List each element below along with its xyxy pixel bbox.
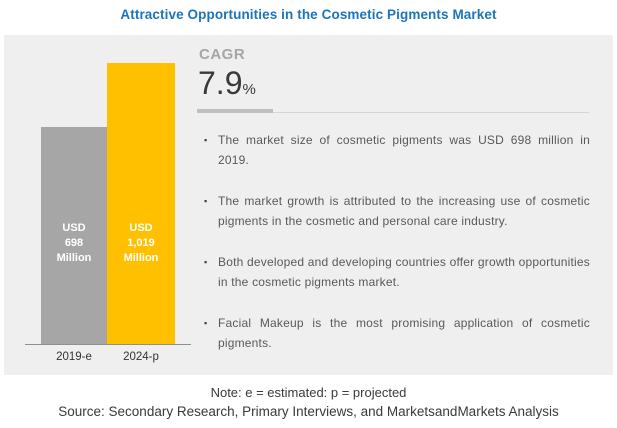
bar-value-line: USD (62, 222, 86, 234)
bar-value-line: Million (123, 252, 159, 264)
cagr-number: 7.9 (198, 65, 243, 101)
insight-item: ▪ The market growth is attributed to the… (197, 191, 590, 231)
cagr-label: CAGR (199, 46, 246, 63)
note-text: Note: e = estimated: p = projected (210, 385, 407, 400)
bar-2024 (107, 63, 175, 344)
bar-value-line: 1,019 (127, 237, 155, 249)
bullet-icon: ▪ (204, 318, 208, 328)
x-tick-2019: 2019-e (56, 351, 92, 363)
x-tick-2024: 2024-p (123, 351, 159, 363)
cagr-divider (197, 109, 589, 114)
insight-item: ▪ Facial Makeup is the most promising ap… (197, 313, 590, 353)
page-title: Attractive Opportunities in the Cosmetic… (120, 7, 497, 22)
insight-text: Both developed and developing countries … (218, 255, 590, 289)
bar-value-line: Million (56, 252, 92, 264)
insight-item: ▪ Both developed and developing countrie… (197, 252, 590, 292)
bullet-icon: ▪ (204, 257, 208, 267)
cagr-value: 7.9% (198, 66, 256, 100)
divider-line (197, 112, 589, 113)
insight-item: ▪ The market size of cosmetic pigments w… (197, 130, 590, 170)
x-axis-line (25, 344, 191, 345)
source-text: Source: Secondary Research, Primary Inte… (58, 404, 559, 419)
bar-value-label-2019: USD 698 Million (41, 221, 107, 266)
insight-text: The market growth is attributed to the i… (218, 194, 590, 228)
insight-text: The market size of cosmetic pigments was… (218, 133, 590, 167)
bar-value-line: 698 (64, 237, 84, 249)
bar-value-label-2024: USD 1,019 Million (107, 221, 175, 266)
bullet-icon: ▪ (204, 135, 208, 145)
insight-list: ▪ The market size of cosmetic pigments w… (197, 130, 590, 374)
bullet-icon: ▪ (204, 196, 208, 206)
cagr-percent-sign: % (242, 81, 256, 98)
bar-value-line: USD (129, 222, 153, 234)
divider-accent (197, 109, 273, 113)
insight-text: Facial Makeup is the most promising appl… (218, 316, 590, 350)
bar-2019 (41, 127, 107, 344)
